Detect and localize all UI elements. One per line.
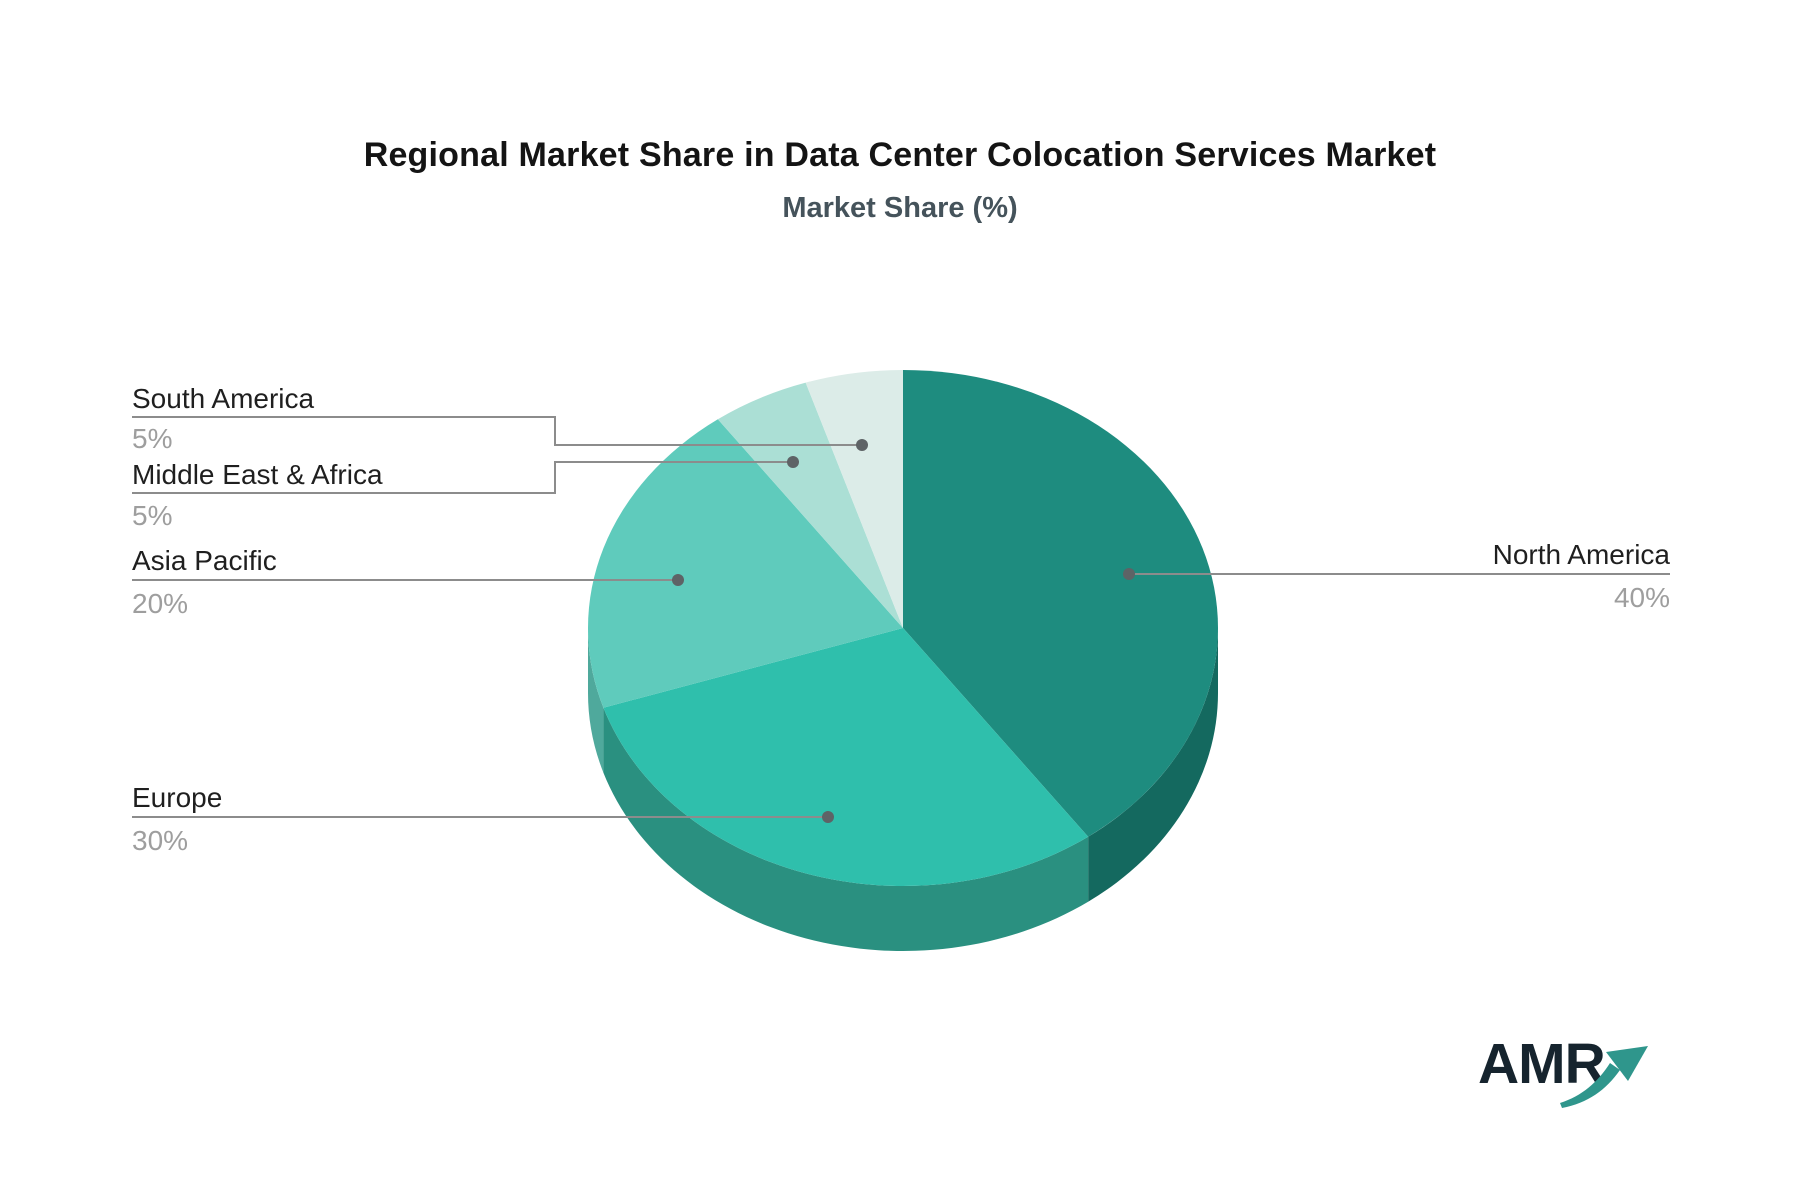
leader-dot-asia-pacific: [672, 574, 684, 586]
leader-dot-middle-east-africa: [787, 456, 799, 468]
amr-logo-arrow-icon: [1560, 1046, 1648, 1108]
label-name: North America: [1492, 539, 1670, 570]
leader-dot-south-america: [856, 439, 868, 451]
label-name: Asia Pacific: [132, 545, 277, 576]
leader-dot-north-america: [1123, 568, 1135, 580]
label-south-america: South America: [132, 384, 314, 414]
chart-subtitle: Market Share (%): [782, 192, 1018, 224]
label-value: 30%: [132, 825, 189, 856]
label-name: South America: [132, 383, 315, 414]
label-value: 20%: [132, 588, 189, 619]
value-north-america: 40%: [1614, 583, 1670, 613]
pie-slice-south-america[interactable]: [805, 370, 903, 628]
pie-slice-side-asia-pacific: [588, 628, 604, 773]
pie-top-faces: [588, 370, 1219, 887]
label-value: 40%: [1613, 582, 1670, 613]
pie-slice-asia-pacific[interactable]: [588, 419, 903, 708]
leader-line-middle-east-africa: [132, 461, 793, 494]
label-value: 5%: [132, 500, 173, 531]
leader-dot-europe: [822, 811, 834, 823]
chart-title: Regional Market Share in Data Center Col…: [363, 136, 1437, 174]
label-value: 5%: [132, 423, 173, 454]
label-asia-pacific: Asia Pacific: [132, 546, 277, 576]
label-name: Europe: [132, 782, 223, 813]
pie-side-faces: [588, 628, 1218, 952]
leader-lines: [132, 416, 1670, 823]
label-middle-east-africa: Middle East & Africa: [132, 460, 383, 490]
pie-slice-europe[interactable]: [603, 628, 1089, 887]
amr-logo: AMR: [1478, 1030, 1688, 1130]
pie-slice-north-america[interactable]: [903, 370, 1219, 837]
pie-slice-side-north-america: [1088, 628, 1218, 902]
pie-slice-middle-east-africa[interactable]: [717, 382, 903, 628]
label-europe: Europe: [132, 783, 222, 813]
value-asia-pacific: 20%: [132, 589, 188, 619]
value-middle-east-africa: 5%: [132, 501, 172, 531]
value-south-america: 5%: [132, 424, 172, 454]
label-north-america: North America: [1493, 540, 1670, 570]
leader-line-south-america: [132, 416, 862, 446]
label-name: Middle East & Africa: [132, 459, 383, 490]
amr-logo-text: AMR: [1478, 1032, 1606, 1096]
pie-slice-side-europe: [603, 707, 1089, 952]
value-europe: 30%: [132, 826, 188, 856]
